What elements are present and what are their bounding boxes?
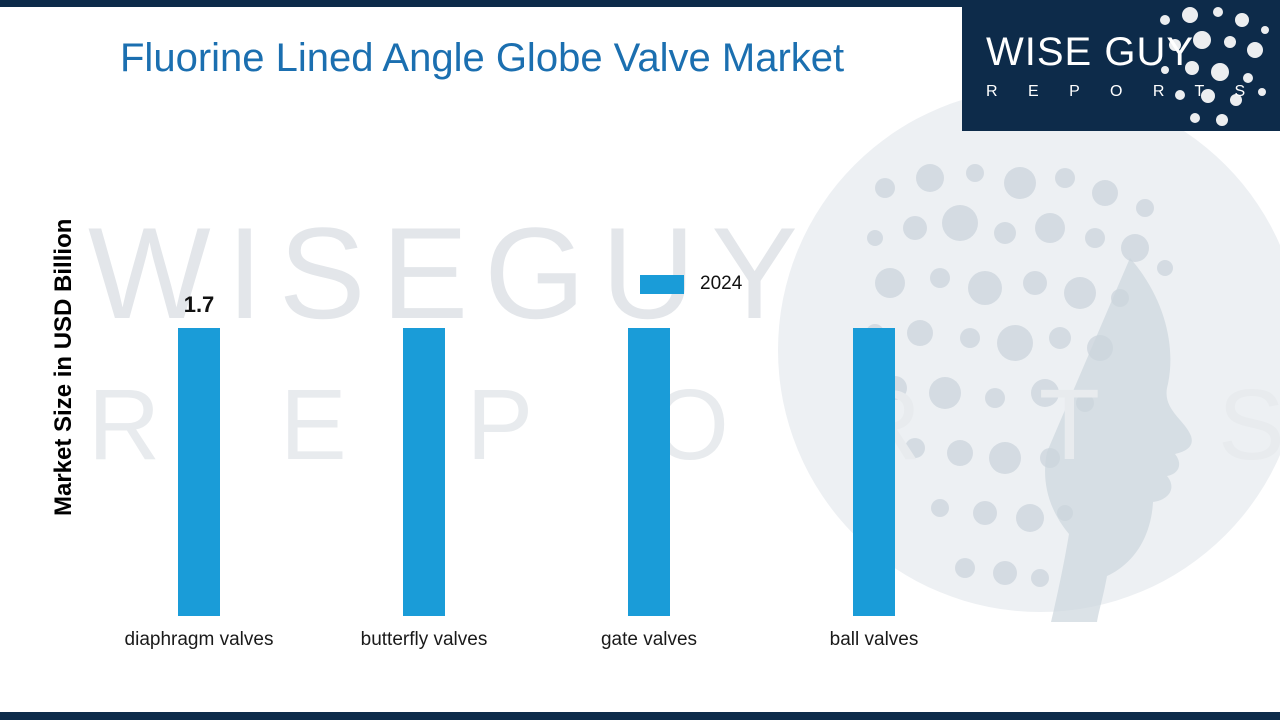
category-label: diaphragm valves — [124, 629, 274, 650]
legend-swatch — [640, 274, 684, 294]
top-border-strip — [0, 0, 1280, 7]
bar-gate-valves — [628, 328, 670, 616]
logo-text: WISE GUY R E P O R T S — [986, 30, 1258, 101]
wiseguy-logo: WISE GUY R E P O R T S — [962, 0, 1280, 131]
bar-ball-valves — [853, 328, 895, 616]
bottom-border-strip — [0, 712, 1280, 720]
logo-wordmark: WISE GUY — [986, 30, 1195, 74]
bar-value-label: 1.7 — [183, 292, 215, 317]
chart-legend: 2024 — [640, 273, 742, 295]
category-label: butterfly valves — [360, 629, 488, 650]
logo-head-dots-icon — [1160, 7, 1269, 126]
legend-label: 2024 — [700, 273, 743, 294]
bar-butterfly-valves — [403, 328, 445, 616]
category-label: ball valves — [829, 629, 919, 650]
watermark-text-line2: R E P O R T S — [88, 369, 1280, 481]
page-title: Fluorine Lined Angle Globe Valve Market — [120, 36, 845, 80]
watermark-text-line1: WISEGUY — [88, 200, 814, 346]
watermark-face-profile — [1045, 258, 1192, 622]
category-label: gate valves — [600, 629, 698, 650]
bar-diaphragm-valves — [178, 328, 220, 616]
